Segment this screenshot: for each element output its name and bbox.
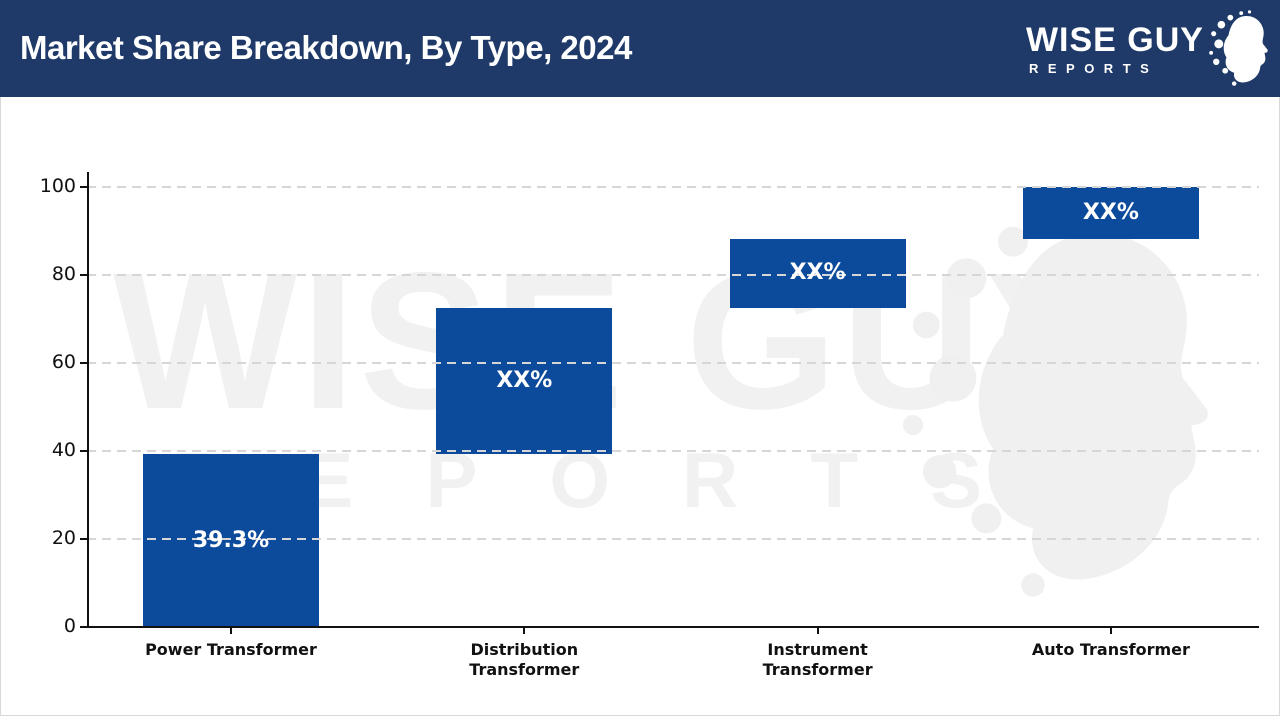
- header-banner: Market Share Breakdown, By Type, 2024 WI…: [0, 0, 1280, 97]
- bar-segment: [1022, 187, 1199, 239]
- bar-value-label: 39.3%: [192, 527, 270, 553]
- x-tick-mark: [1109, 627, 1112, 634]
- gridline-80: [87, 274, 1259, 276]
- gridline-60: [87, 362, 1259, 364]
- wiseguy-logo-name: WISE GUY: [1025, 21, 1204, 59]
- y-tick-mark-0: [80, 626, 87, 628]
- y-tick-label-0: 0: [63, 615, 76, 637]
- y-axis-line: [87, 172, 89, 627]
- x-tick-mark: [816, 627, 819, 634]
- chart-panel: WISE GUY REPORTS 0 20 40 60 80 100 39.3% XX% XX%…: [0, 97, 1280, 716]
- y-tick-mark-20: [80, 538, 87, 540]
- gridline-100: [87, 186, 1259, 188]
- x-category-label: Power Transformer: [145, 640, 317, 659]
- y-tick-label-60: 60: [51, 351, 76, 373]
- gridline-20: [87, 538, 1259, 540]
- wiseguy-logo-sub: REPORTS: [1028, 61, 1159, 76]
- x-category-label: Distribution Transformer: [469, 640, 580, 679]
- bar-value-label: XX%: [1082, 199, 1139, 225]
- y-tick-mark-40: [80, 450, 87, 452]
- gridline-40: [87, 450, 1259, 452]
- x-category-label: Instrument Transformer: [762, 640, 873, 679]
- y-tick-label-40: 40: [51, 439, 76, 461]
- wiseguy-logo-text: WISE GUY REPORTS: [1026, 22, 1204, 76]
- y-tick-mark-80: [80, 274, 87, 276]
- y-tick-label-20: 20: [51, 527, 76, 549]
- bar-value-label: XX%: [789, 260, 846, 286]
- y-tick-mark-100: [80, 186, 87, 188]
- watermark-face-icon: [903, 205, 1208, 597]
- bar-value-label: XX%: [496, 368, 553, 394]
- y-tick-mark-60: [80, 362, 87, 364]
- x-tick-mark: [523, 627, 526, 634]
- page-title: Market Share Breakdown, By Type, 2024: [20, 29, 632, 66]
- x-category-label: Auto Transformer: [1031, 640, 1190, 659]
- bar-segment: [729, 238, 906, 308]
- bar-segment: [436, 308, 613, 455]
- bar-segment: [143, 454, 319, 627]
- x-tick-mark: [230, 627, 232, 634]
- y-tick-label-80: 80: [51, 263, 76, 285]
- y-tick-label-100: 100: [39, 175, 76, 197]
- wiseguy-face-icon: [1209, 10, 1268, 86]
- wiseguy-logo: WISE GUY REPORTS: [1026, 4, 1270, 94]
- x-axis-line: [87, 626, 1259, 628]
